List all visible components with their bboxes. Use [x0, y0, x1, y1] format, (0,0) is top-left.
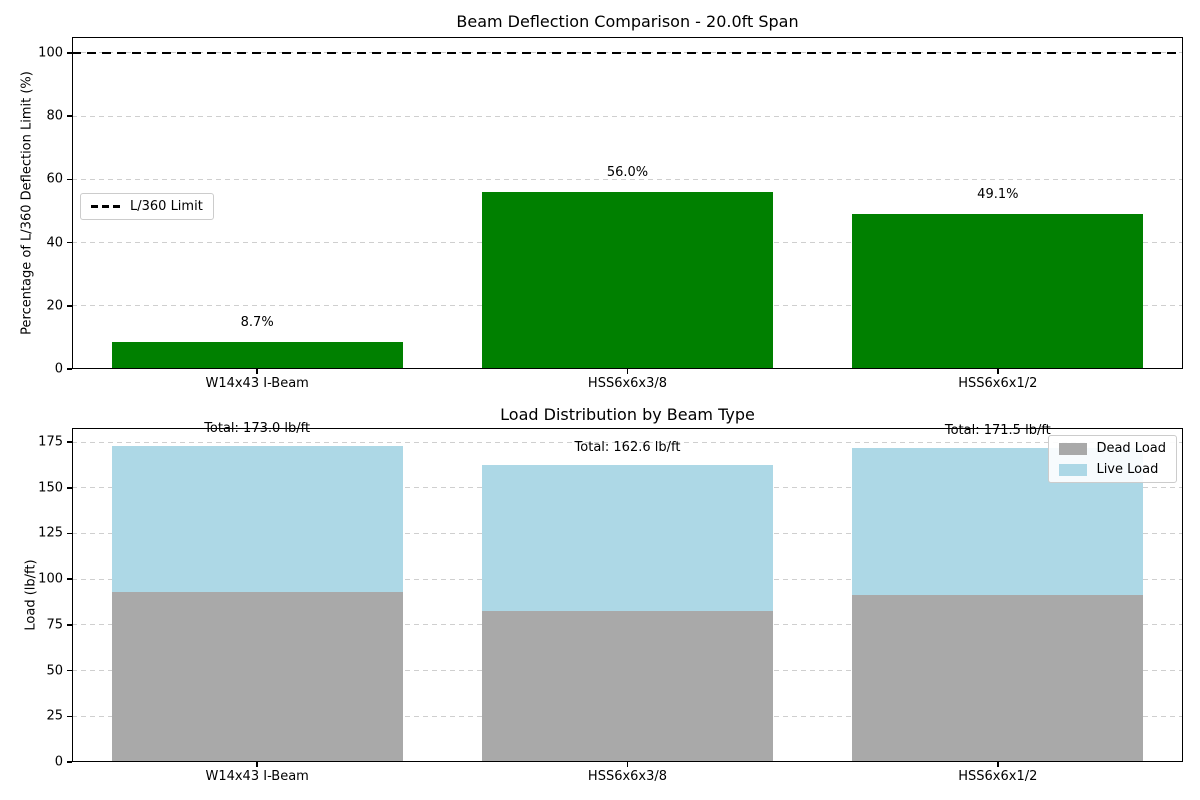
bar-value-label: 56.0%	[606, 164, 649, 180]
legend-label: L/360 Limit	[130, 199, 203, 214]
y-tick-label: 175	[38, 434, 63, 450]
y-tick-label: 125	[38, 525, 63, 541]
deflection-legend: L/360 Limit	[80, 193, 214, 220]
bar	[482, 191, 773, 369]
x-tick-label: HSS6x6x3/8	[587, 376, 668, 391]
stacked-bar-segment	[482, 464, 773, 611]
y-tick-mark	[67, 441, 72, 443]
limit-reference-line	[72, 51, 1183, 55]
deflection-y-axis-label: Percentage of L/360 Deflection Limit (%)	[19, 71, 35, 335]
stacked-bar-segment	[852, 594, 1144, 762]
x-tick-mark	[626, 762, 629, 767]
x-tick-mark	[997, 369, 999, 374]
bar-value-label: 8.7%	[240, 314, 274, 330]
total-label: Total: 173.0 lb/ft	[204, 420, 311, 436]
y-tick-mark	[67, 578, 72, 580]
bar-value-label: 49.1%	[977, 186, 1019, 202]
x-tick-mark	[626, 369, 629, 374]
y-tick-label: 100	[38, 45, 63, 61]
dead-load-swatch	[1059, 442, 1088, 455]
legend-label: Dead Load	[1096, 441, 1166, 456]
y-tick-label: 100	[38, 571, 63, 587]
gridline	[72, 178, 1183, 180]
bar	[111, 341, 403, 369]
load-chart-title: Load Distribution by Beam Type	[500, 405, 755, 424]
x-tick-mark	[256, 762, 258, 767]
legend-label: Live Load	[1096, 462, 1159, 477]
stacked-bar-segment	[111, 445, 403, 592]
y-tick-mark	[67, 532, 72, 535]
y-tick-mark	[67, 52, 72, 54]
y-tick-label: 0	[54, 361, 63, 377]
stacked-bar-segment	[482, 611, 773, 762]
y-tick-label: 60	[46, 171, 63, 187]
y-tick-label: 80	[46, 108, 63, 124]
y-tick-label: 0	[54, 754, 63, 770]
load-plot-area: Dead Load Live Load 0 25 50 75 100 125 150 175 W…	[38, 421, 1183, 784]
x-tick-mark	[997, 762, 999, 767]
y-tick-label: 20	[46, 298, 63, 314]
total-label: Total: 162.6 lb/ft	[574, 439, 681, 455]
gridline	[72, 441, 1183, 443]
y-tick-mark	[67, 241, 72, 244]
y-tick-label: 50	[46, 663, 63, 679]
legend-entry-dead-load: Dead Load	[1059, 441, 1166, 456]
y-tick-label: 75	[46, 617, 63, 633]
x-tick-mark	[256, 369, 258, 374]
x-tick-label: HSS6x6x3/8	[587, 769, 668, 784]
deflection-chart-title: Beam Deflection Comparison - 20.0ft Span	[456, 12, 799, 31]
y-tick-label: 25	[46, 708, 63, 724]
load-legend: Dead Load Live Load	[1048, 435, 1177, 483]
dashed-line-swatch	[91, 205, 121, 208]
y-tick-mark	[67, 487, 72, 489]
stacked-bar-segment	[111, 591, 403, 762]
y-tick-mark	[67, 115, 72, 117]
x-tick-label: HSS6x6x1/2	[958, 376, 1038, 391]
y-tick-label: 150	[38, 480, 63, 496]
y-tick-mark	[67, 305, 72, 307]
load-y-axis-label: Load (lb/ft)	[23, 559, 39, 631]
y-tick-mark	[67, 178, 72, 181]
legend-entry-live-load: Live Load	[1059, 462, 1166, 477]
bar	[852, 213, 1144, 369]
y-tick-mark	[67, 624, 72, 626]
y-tick-mark	[67, 761, 72, 763]
y-tick-mark	[67, 669, 72, 672]
total-label: Total: 171.5 lb/ft	[944, 423, 1051, 439]
y-tick-label: 40	[46, 235, 63, 251]
gridline	[72, 115, 1183, 117]
y-tick-mark	[67, 368, 72, 370]
deflection-plot-area: L/360 Limit 0 20 40 60 80 100 W14x43 I-Beam 8.7…	[38, 37, 1183, 391]
x-tick-label: W14x43 I-Beam	[205, 769, 309, 784]
live-load-swatch	[1059, 463, 1088, 476]
y-tick-mark	[67, 715, 72, 718]
x-tick-label: HSS6x6x1/2	[958, 769, 1038, 784]
x-tick-label: W14x43 I-Beam	[205, 376, 309, 391]
